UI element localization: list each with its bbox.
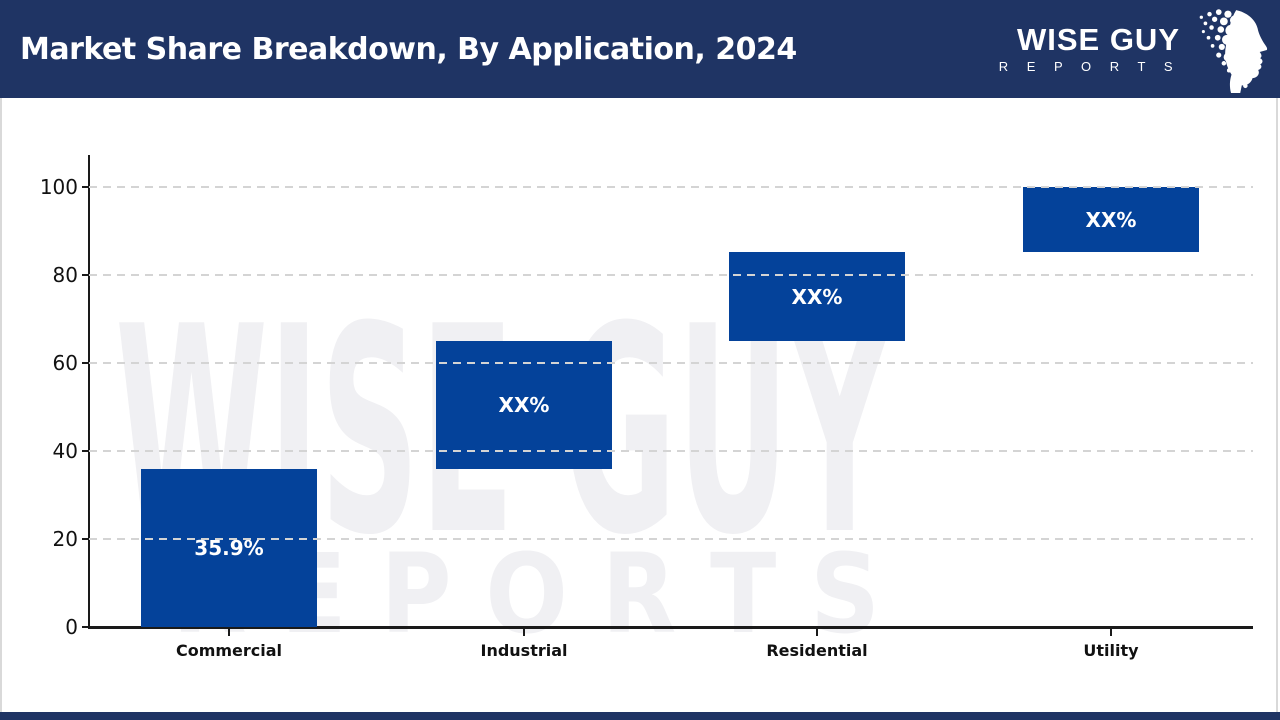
bar-value-label: XX%	[1085, 207, 1137, 232]
x-tick	[1110, 629, 1112, 636]
y-tick	[82, 362, 89, 364]
bar-value-label: XX%	[791, 284, 843, 309]
y-tick-label: 40	[52, 439, 78, 463]
y-tick	[82, 274, 89, 276]
x-tick	[228, 629, 230, 636]
bar-utility: XX%	[1023, 187, 1199, 253]
gridline	[89, 186, 1253, 188]
x-axis-line	[88, 626, 1253, 629]
y-tick	[82, 450, 89, 452]
logo-reports-text: R E P O R T S	[998, 59, 1180, 74]
y-tick	[82, 538, 89, 540]
x-category-label: Industrial	[480, 641, 568, 660]
y-tick-label: 20	[52, 527, 78, 551]
chart-title: Market Share Breakdown, By Application, …	[20, 31, 797, 67]
x-tick	[523, 629, 525, 636]
right-border	[1276, 98, 1278, 712]
logo-wordmark: WISE GUY R E P O R T S	[999, 24, 1180, 74]
bar-commercial: 35.9%	[141, 469, 317, 627]
gridline	[89, 538, 1253, 540]
header-bar: Market Share Breakdown, By Application, …	[0, 0, 1280, 98]
y-tick-label: 100	[39, 175, 78, 199]
footer-bar	[0, 712, 1280, 720]
x-category-label: Residential	[766, 641, 868, 660]
bar-residential: XX%	[729, 252, 905, 341]
gridline	[89, 274, 1253, 276]
x-category-label: Commercial	[175, 641, 283, 660]
x-category-label: Utility	[1083, 641, 1139, 660]
logo-wiseguy-text: WISE GUY	[1016, 22, 1180, 57]
gridline	[89, 450, 1253, 452]
y-tick-label: 80	[52, 263, 78, 287]
y-tick-label: 0	[65, 615, 78, 639]
bar-value-label: 35.9%	[194, 536, 264, 560]
left-border	[0, 98, 2, 712]
gridline	[89, 362, 1253, 364]
y-axis-line	[88, 155, 90, 629]
bar-value-label: XX%	[498, 393, 550, 418]
y-tick	[82, 186, 89, 188]
x-tick	[816, 629, 818, 636]
y-tick-label: 60	[52, 351, 78, 375]
y-tick	[82, 626, 89, 628]
